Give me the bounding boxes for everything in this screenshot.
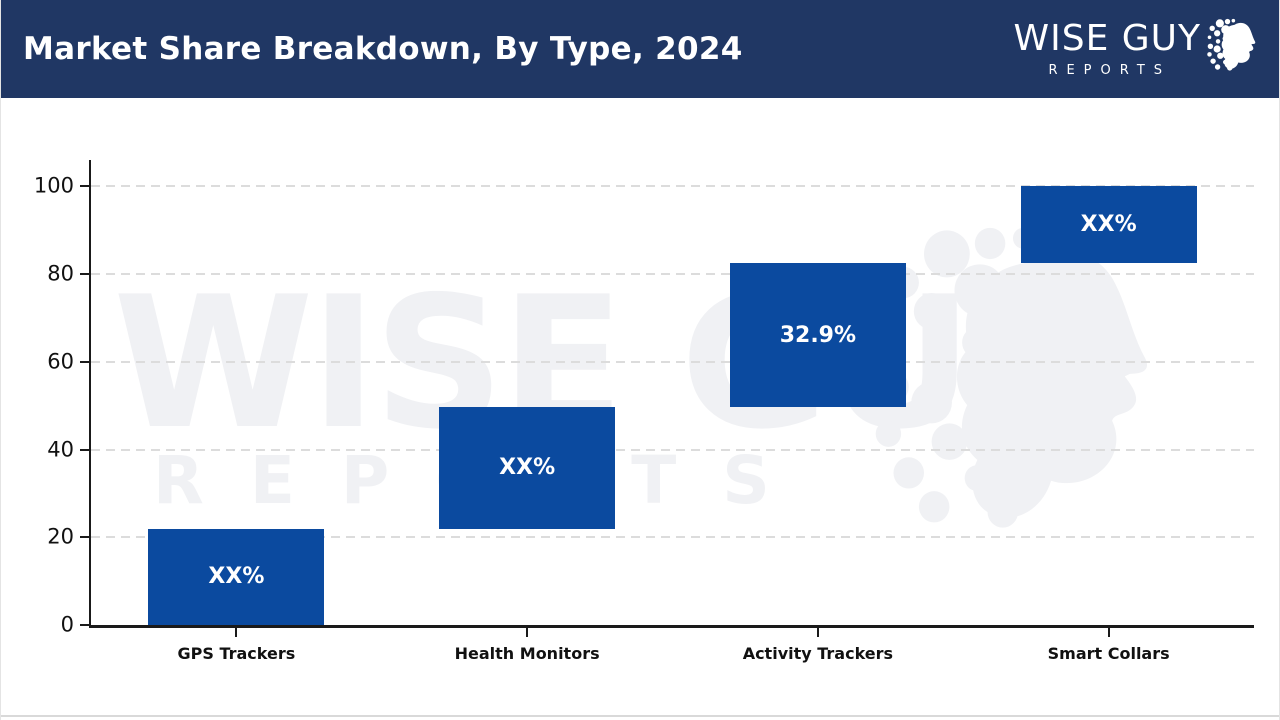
gridline-80 <box>91 273 1254 276</box>
plot-area: 0 20 40 60 80 100 XX% GPS Trackers XX% Health Mon… <box>34 160 1254 663</box>
gridline-40 <box>91 448 1254 451</box>
logo-wordmark: WISE GUY REPORTS <box>1013 17 1202 78</box>
bar-value-label-gps-trackers: XX% <box>208 564 265 590</box>
bar-value-label-smart-collars: XX% <box>1080 212 1137 238</box>
x-category-label-smart-collars: Smart Collars <box>1047 644 1170 663</box>
y-tick-label-60: 60 <box>47 349 74 374</box>
y-tick-mark-80 <box>80 273 89 276</box>
y-tick-mark-60 <box>80 360 89 363</box>
y-tick-label-20: 20 <box>47 524 74 549</box>
x-category-label-health-monitors: Health Monitors <box>454 644 600 663</box>
bar-value-label-activity-trackers: 32.9% <box>779 322 857 348</box>
x-tick-mark-gps-trackers <box>235 628 238 637</box>
logo-text-wiseguy: WISE GUY <box>1013 17 1201 59</box>
header-bar: Market Share Breakdown, By Type, 2024 WI… <box>1 0 1279 98</box>
y-tick-label-100: 100 <box>33 173 74 198</box>
wiseguy-logo: WISE GUY REPORTS <box>1014 9 1260 89</box>
bar-health-monitors: XX% <box>439 407 616 529</box>
logo-text-reports: REPORTS <box>1048 62 1172 78</box>
y-tick-label-40: 40 <box>47 437 74 462</box>
bar-gps-trackers: XX% <box>148 528 325 625</box>
x-tick-mark-activity-trackers <box>816 628 819 637</box>
x-category-label-gps-trackers: GPS Trackers <box>177 644 296 663</box>
y-tick-mark-40 <box>80 448 89 451</box>
x-tick-mark-smart-collars <box>1107 628 1110 637</box>
gridline-100 <box>91 185 1254 188</box>
chart-title: Market Share Breakdown, By Type, 2024 <box>23 31 743 67</box>
bar-activity-trackers: 32.9% <box>729 263 906 408</box>
x-tick-mark-health-monitors <box>526 628 529 637</box>
dotted-face-profile-icon <box>1207 18 1256 71</box>
gridline-60 <box>91 360 1254 363</box>
x-category-label-activity-trackers: Activity Trackers <box>742 644 894 663</box>
y-tick-mark-0 <box>80 624 89 626</box>
bar-smart-collars: XX% <box>1020 186 1197 264</box>
y-tick-mark-20 <box>80 536 89 539</box>
y-tick-label-0: 0 <box>60 612 74 637</box>
y-tick-mark-100 <box>80 185 89 188</box>
y-tick-label-80: 80 <box>47 261 74 286</box>
gridline-20 <box>91 536 1254 539</box>
bar-value-label-health-monitors: XX% <box>499 455 556 481</box>
